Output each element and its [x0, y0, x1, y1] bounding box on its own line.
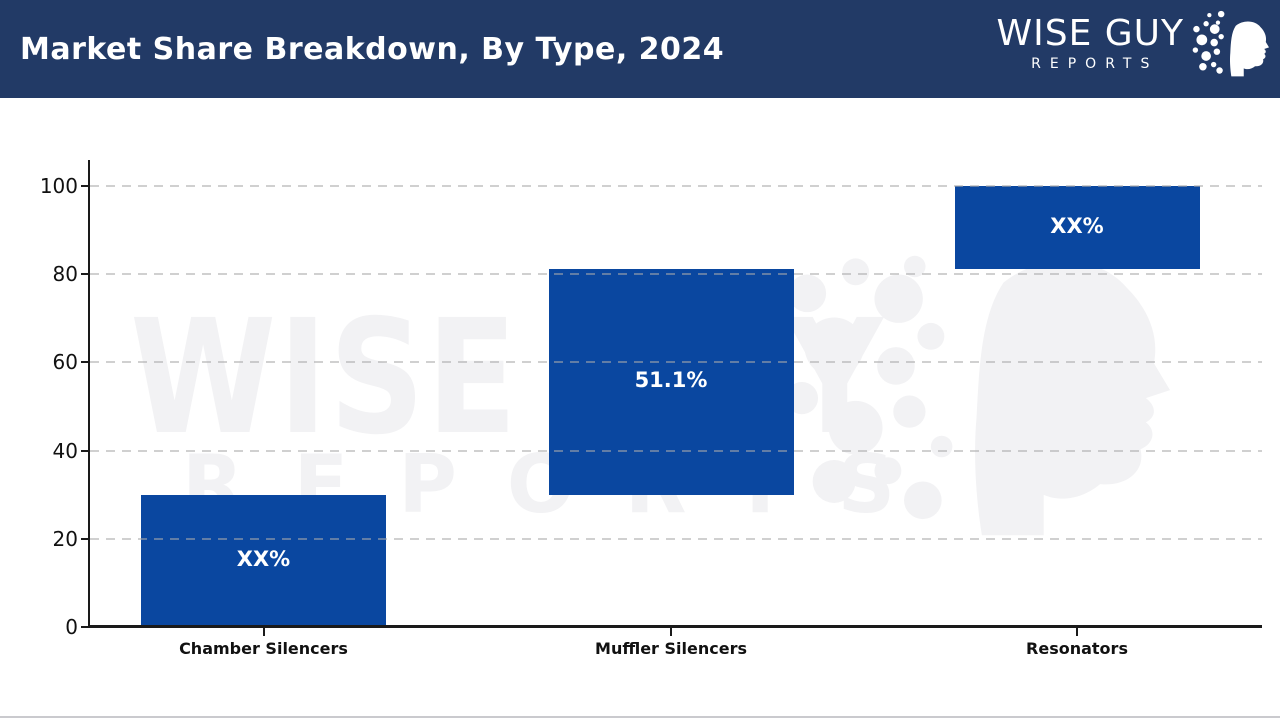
gridline-40: [90, 449, 1262, 452]
y-tick-label-80: 80: [52, 262, 78, 287]
x-tick-mark: [262, 628, 265, 636]
brand-logo-text: WISE GUY: [996, 13, 1184, 54]
y-tick-mark-80: [81, 273, 88, 276]
page-title: Market Share Breakdown, By Type, 2024: [20, 31, 725, 67]
x-tick-label-resonators: Resonators: [1026, 639, 1128, 658]
bar-value-label: XX%: [1050, 213, 1104, 238]
x-tick-mark: [670, 628, 672, 636]
gridline-20: [90, 537, 1262, 540]
y-tick-label-100: 100: [39, 174, 78, 198]
bar-value-label: XX%: [236, 546, 291, 571]
x-tick-label-muffler-silencers: Muffler Silencers: [595, 639, 747, 658]
bar-muffler-silencers: 51.1%: [548, 269, 794, 495]
gridline-80: [90, 273, 1262, 276]
bar-resonators: XX%: [954, 186, 1200, 270]
brand-logo: WISE GUY REPORTS: [997, 14, 1185, 72]
y-tick-mark-100: [81, 185, 88, 187]
gridline-100: [90, 185, 1262, 187]
y-tick-label-60: 60: [52, 350, 78, 375]
bar-chamber-silencers: XX%: [141, 494, 386, 627]
footer-divider: [0, 716, 1280, 718]
x-axis-spine: [88, 625, 1262, 628]
y-tick-label-0: 0: [65, 615, 78, 639]
brand-logo-subtext: REPORTS: [1031, 55, 1159, 72]
y-tick-mark-40: [81, 449, 88, 452]
y-tick-mark-60: [81, 361, 88, 364]
header-bar: Market Share Breakdown, By Type, 2024 WI…: [0, 0, 1280, 98]
x-tick-label-chamber-silencers: Chamber Silencers: [179, 639, 348, 658]
gridline-60: [90, 361, 1262, 364]
y-tick-mark-0: [81, 626, 88, 628]
x-tick-mark: [1076, 628, 1078, 636]
y-tick-mark-20: [81, 537, 88, 540]
bar-value-label: 51.1%: [634, 368, 708, 393]
y-axis-spine: [88, 160, 90, 627]
y-tick-label-40: 40: [52, 438, 78, 463]
y-tick-label-20: 20: [52, 526, 78, 551]
brand-face-icon: [1192, 10, 1270, 77]
